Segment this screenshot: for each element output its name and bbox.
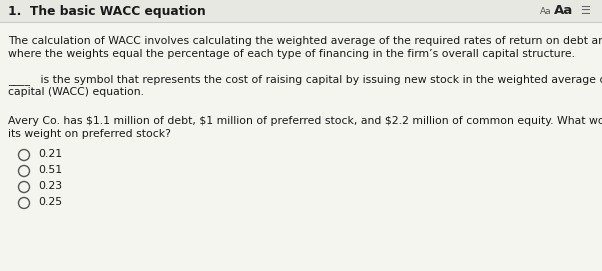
Text: Avery Co. has $1.1 million of debt, $1 million of preferred stock, and $2.2 mill: Avery Co. has $1.1 million of debt, $1 m… xyxy=(8,116,602,126)
Text: 0.23: 0.23 xyxy=(38,181,62,191)
Text: ☰: ☰ xyxy=(580,6,590,16)
Text: 0.25: 0.25 xyxy=(38,197,62,207)
Text: capital (WACC) equation.: capital (WACC) equation. xyxy=(8,87,144,97)
Text: its weight on preferred stock?: its weight on preferred stock? xyxy=(8,129,171,139)
Text: 1.  The basic WACC equation: 1. The basic WACC equation xyxy=(8,5,206,18)
Text: Aa: Aa xyxy=(540,7,551,15)
Bar xyxy=(0,0,602,22)
Text: The calculation of WACC involves calculating the weighted average of the require: The calculation of WACC involves calcula… xyxy=(8,36,602,46)
Text: 0.51: 0.51 xyxy=(38,165,62,175)
Text: 0.21: 0.21 xyxy=(38,149,62,159)
Text: ____   is the symbol that represents the cost of raising capital by issuing new : ____ is the symbol that represents the c… xyxy=(8,74,602,85)
Text: Aa: Aa xyxy=(554,5,573,18)
Text: where the weights equal the percentage of each type of financing in the firm’s o: where the weights equal the percentage o… xyxy=(8,49,575,59)
